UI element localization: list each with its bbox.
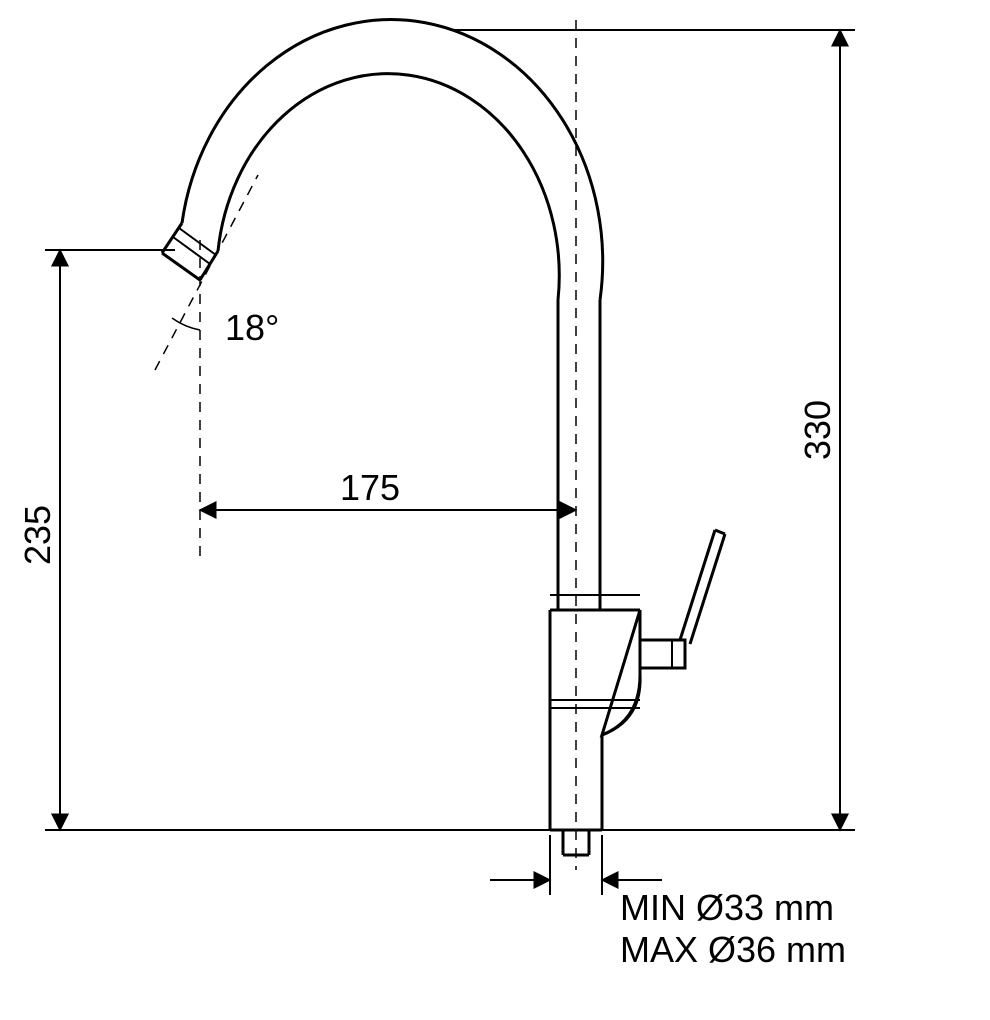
label-reach: 175 (340, 467, 400, 508)
construction-lines (155, 20, 576, 870)
angle-arc (172, 318, 200, 330)
extension-lines (45, 30, 855, 895)
faucet-outline (162, 20, 725, 855)
label-hole-max: MAX Ø36 mm (620, 929, 846, 970)
label-total-height: 330 (797, 400, 838, 460)
dimensions (60, 30, 840, 880)
dimension-labels: 18° 175 235 330 MIN Ø33 mm MAX Ø36 mm (17, 307, 846, 970)
faucet-technical-drawing: 18° 175 235 330 MIN Ø33 mm MAX Ø36 mm (0, 0, 990, 1020)
label-spout-height: 235 (17, 505, 58, 565)
label-angle: 18° (225, 307, 279, 348)
label-hole-min: MIN Ø33 mm (620, 887, 834, 928)
